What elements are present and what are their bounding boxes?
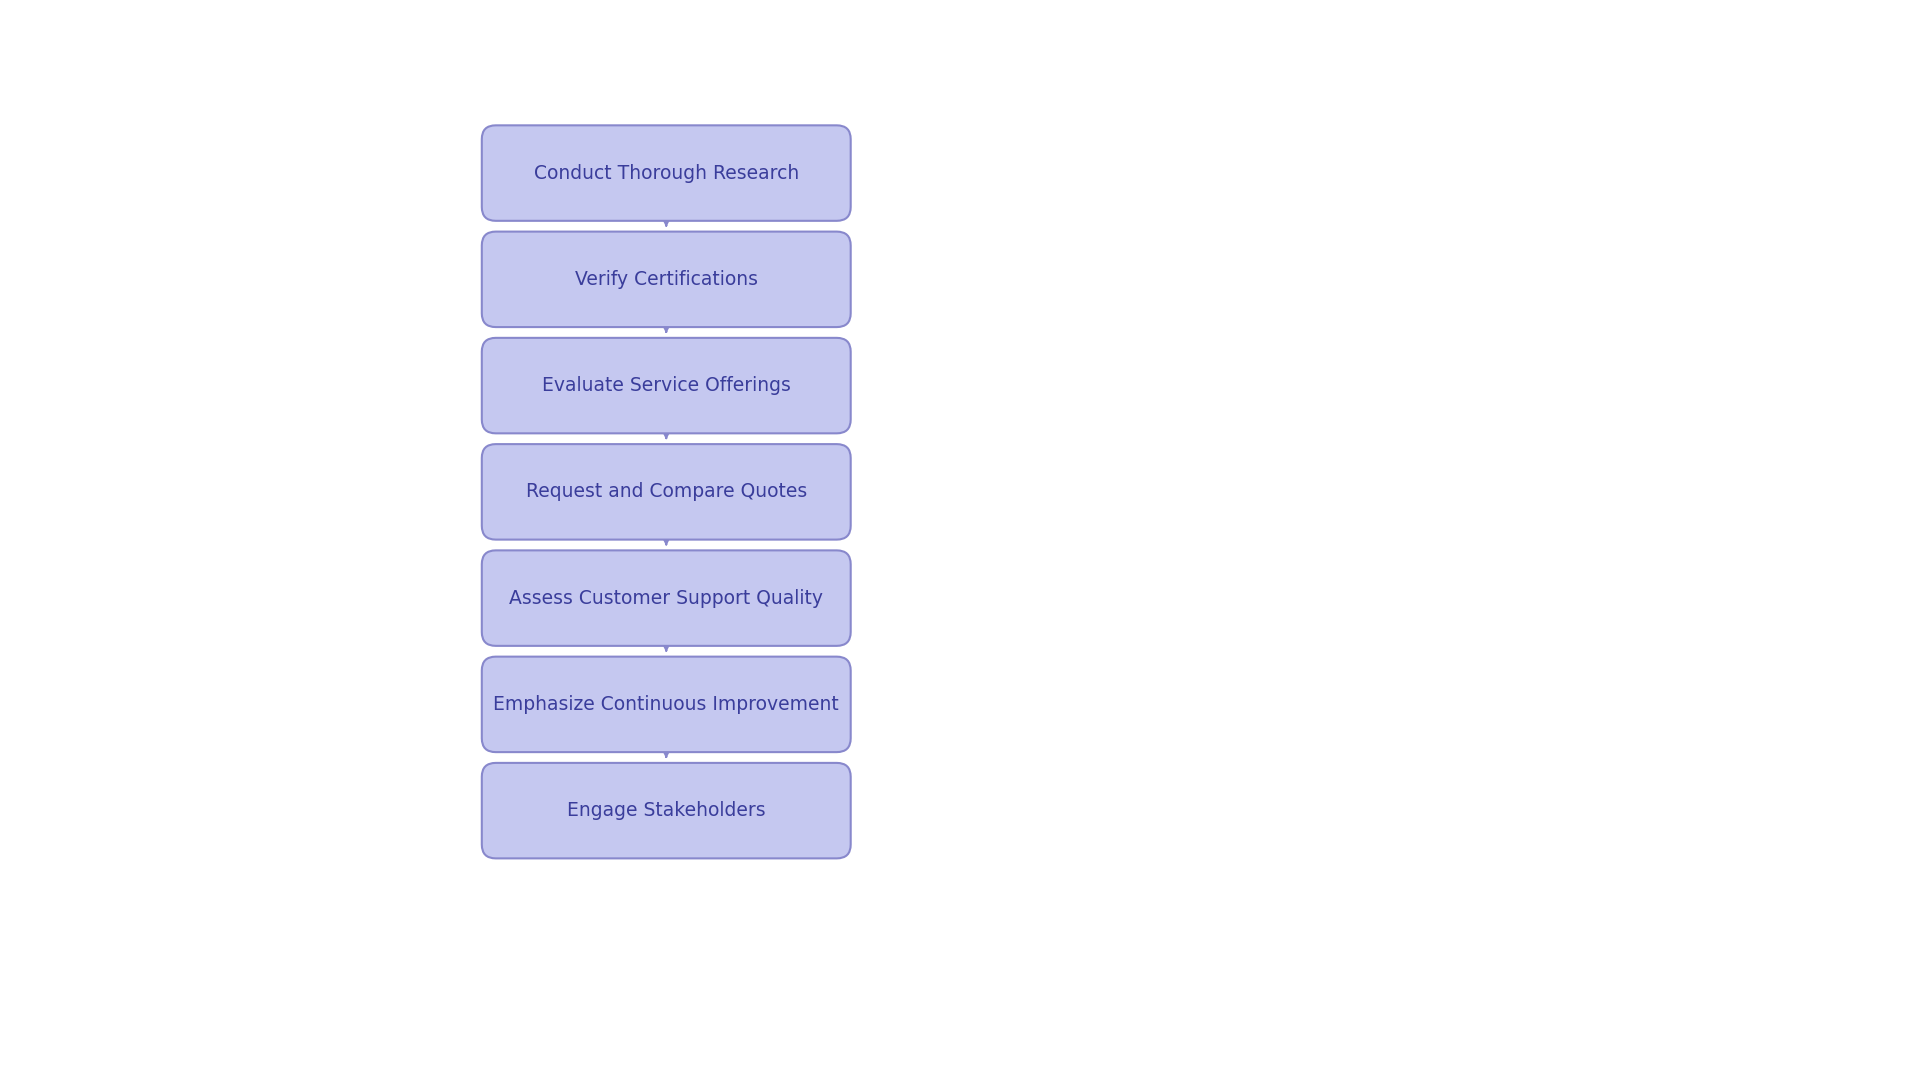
- FancyBboxPatch shape: [482, 126, 851, 221]
- Text: Assess Customer Support Quality: Assess Customer Support Quality: [509, 589, 824, 608]
- Text: Conduct Thorough Research: Conduct Thorough Research: [534, 164, 799, 183]
- FancyBboxPatch shape: [482, 338, 851, 433]
- FancyBboxPatch shape: [482, 444, 851, 539]
- FancyBboxPatch shape: [482, 762, 851, 859]
- FancyBboxPatch shape: [482, 656, 851, 752]
- Text: Evaluate Service Offerings: Evaluate Service Offerings: [541, 376, 791, 395]
- Text: Request and Compare Quotes: Request and Compare Quotes: [526, 482, 806, 501]
- Text: Emphasize Continuous Improvement: Emphasize Continuous Improvement: [493, 695, 839, 714]
- Text: Verify Certifications: Verify Certifications: [574, 270, 758, 289]
- FancyBboxPatch shape: [482, 232, 851, 327]
- Text: Engage Stakeholders: Engage Stakeholders: [566, 801, 766, 820]
- FancyBboxPatch shape: [482, 550, 851, 645]
